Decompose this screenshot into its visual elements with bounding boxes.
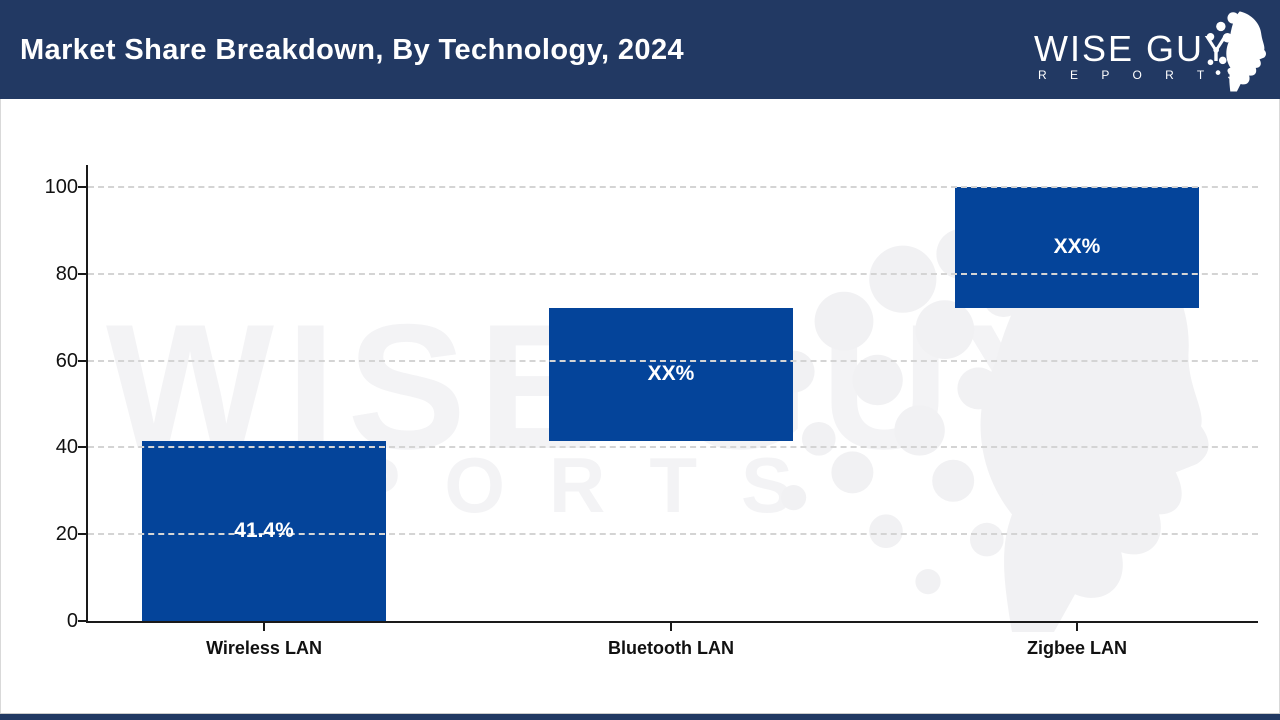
y-tick-mark bbox=[78, 272, 87, 275]
x-tick-mark bbox=[263, 623, 265, 631]
y-tick-mark bbox=[78, 446, 87, 449]
gridline-y80 bbox=[88, 272, 1258, 275]
header-band: Market Share Breakdown, By Technology, 2… bbox=[0, 0, 1280, 99]
bar-value-label: XX% bbox=[1053, 235, 1101, 259]
logo-text: WISE GUY bbox=[1034, 28, 1231, 69]
y-tick-label: 0 bbox=[66, 610, 78, 632]
wise-guy-logo: WISE GUY R E P O R T S bbox=[1006, 4, 1268, 96]
bar-value-label: 41.4% bbox=[234, 519, 294, 543]
gridline-y60 bbox=[88, 359, 1258, 362]
y-tick-label: 100 bbox=[44, 176, 78, 198]
x-axis-line bbox=[86, 621, 1258, 623]
x-category-label: Zigbee LAN bbox=[1026, 638, 1128, 658]
y-tick-mark bbox=[78, 620, 87, 622]
logo-subtext: R E P O R T S bbox=[1038, 68, 1246, 82]
gridline-y40 bbox=[88, 446, 1258, 449]
y-tick-mark bbox=[78, 186, 87, 188]
bar-wireless-lan bbox=[142, 441, 386, 621]
bar-zigbee-lan bbox=[955, 187, 1199, 308]
x-tick-mark bbox=[670, 623, 672, 631]
y-tick-label: 80 bbox=[55, 262, 78, 285]
x-category-label: Bluetooth LAN bbox=[608, 638, 734, 658]
x-tick-mark bbox=[1076, 623, 1078, 631]
y-tick-mark bbox=[78, 533, 87, 536]
y-axis-line bbox=[86, 165, 88, 623]
y-tick-label: 60 bbox=[55, 349, 78, 372]
y-tick-label: 40 bbox=[55, 436, 78, 459]
face-profile-icon bbox=[1206, 11, 1267, 92]
y-tick-mark bbox=[78, 359, 87, 362]
footer-band bbox=[0, 713, 1280, 720]
bar-bluetooth-lan bbox=[549, 307, 793, 442]
page-title: Market Share Breakdown, By Technology, 2… bbox=[20, 34, 685, 66]
x-category-label: Wireless LAN bbox=[206, 638, 322, 658]
gridline-y20 bbox=[88, 533, 1258, 536]
bar-value-label: XX% bbox=[647, 362, 695, 386]
gridline-y100 bbox=[88, 186, 1258, 188]
y-tick-label: 20 bbox=[55, 523, 78, 546]
